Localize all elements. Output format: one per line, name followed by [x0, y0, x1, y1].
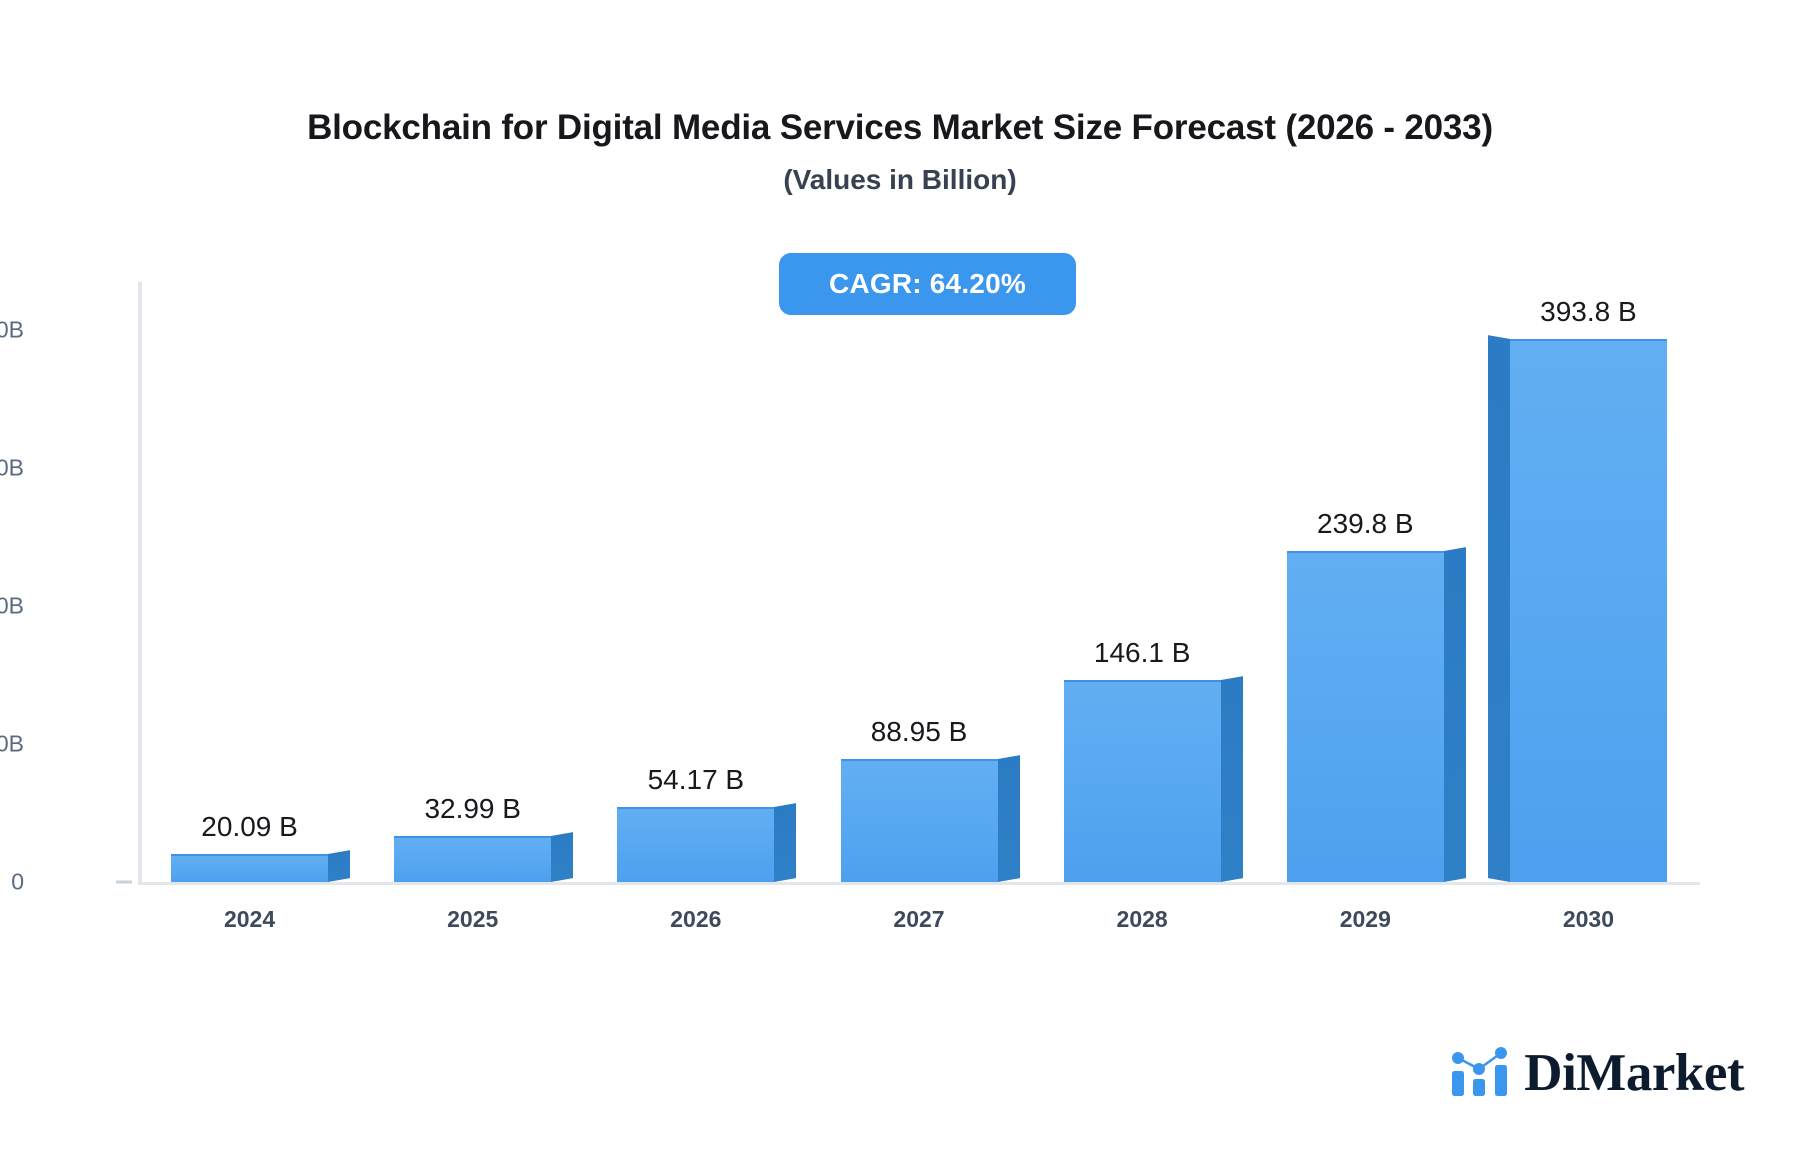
y-axis-tick-label: 100.0B: [0, 730, 24, 757]
bar-value-label: 146.1 B: [1093, 637, 1191, 669]
x-axis-category-label: 2029: [1339, 906, 1391, 932]
bar-front-face: [1509, 338, 1667, 882]
x-axis-category-label: 2026: [670, 906, 722, 932]
bar-group[interactable]: 54.17 B 2026: [617, 764, 797, 932]
bar-group[interactable]: 20.09 B 2024: [171, 811, 351, 932]
bar-side-face: [774, 803, 797, 882]
brand-logo: DiMarket: [1451, 1045, 1744, 1102]
bar-value-label: 20.09 B: [201, 811, 298, 843]
chart-subtitle: (Values in Billion): [783, 164, 1017, 196]
bar-value-label: 32.99 B: [424, 793, 521, 825]
bar-side-face: [551, 832, 574, 882]
bar-front-face: [394, 836, 552, 882]
y-axis-tick-label: 300.0B: [0, 454, 24, 481]
x-axis-line: [138, 882, 1700, 885]
x-axis-category-label: 2025: [447, 906, 499, 932]
y-axis-tick-label: 200.0B: [0, 592, 24, 619]
y-axis-tick-label: 400.0B: [0, 316, 24, 343]
x-axis-category-label: 2027: [893, 906, 945, 932]
bar-side-face: [997, 755, 1020, 882]
bars-layer: 20.09 B 2024 32.99 B 2025 54.17 B 2026 88.95 B…: [138, 290, 1700, 932]
x-axis-category-label: 2024: [223, 906, 276, 932]
x-axis-category-label: 2030: [1562, 906, 1615, 932]
bar-value-label: 54.17 B: [647, 764, 745, 796]
bar-group[interactable]: 32.99 B 2025: [394, 793, 574, 932]
bar-value-label: 239.8 B: [1317, 508, 1414, 540]
bar-side-face: [1487, 334, 1510, 882]
bar-side-face: [1220, 676, 1243, 882]
bar-side-face: [328, 850, 351, 882]
bar-front-face: [840, 759, 998, 882]
y-axis-tick-mark: [116, 880, 132, 884]
logo-text: DiMarket: [1524, 1044, 1744, 1102]
bar-group[interactable]: 88.95 B 2027: [840, 716, 1020, 932]
bar-chart-line-icon: [1451, 1045, 1509, 1102]
bar-front-face: [171, 854, 329, 882]
x-axis-category-label: 2028: [1116, 906, 1168, 932]
bar-group[interactable]: 239.8 B 2029: [1286, 508, 1466, 932]
chart-header: Blockchain for Digital Media Services Ma…: [0, 108, 1800, 196]
bar-side-face: [1443, 547, 1466, 882]
cagr-badge: CAGR: 64.20%: [779, 253, 1076, 315]
bar-front-face: [617, 807, 775, 882]
bar-group[interactable]: 146.1 B 2028: [1063, 637, 1243, 932]
bar-value-label: 393.8 B: [1540, 295, 1637, 327]
y-axis-line: [138, 282, 142, 885]
bar-front-face: [1286, 551, 1444, 882]
chart-title: Blockchain for Digital Media Services Ma…: [307, 108, 1493, 147]
bar-front-face: [1063, 680, 1221, 882]
bar-group[interactable]: 393.8 B 2030: [1487, 296, 1667, 932]
y-axis-tick-label: 0: [11, 868, 24, 895]
plot-area: 400.0B 300.0B 200.0B 100.0B 0 20.09 B 2024 32.…: [0, 282, 1700, 932]
bar-value-label: 88.95 B: [870, 716, 968, 748]
